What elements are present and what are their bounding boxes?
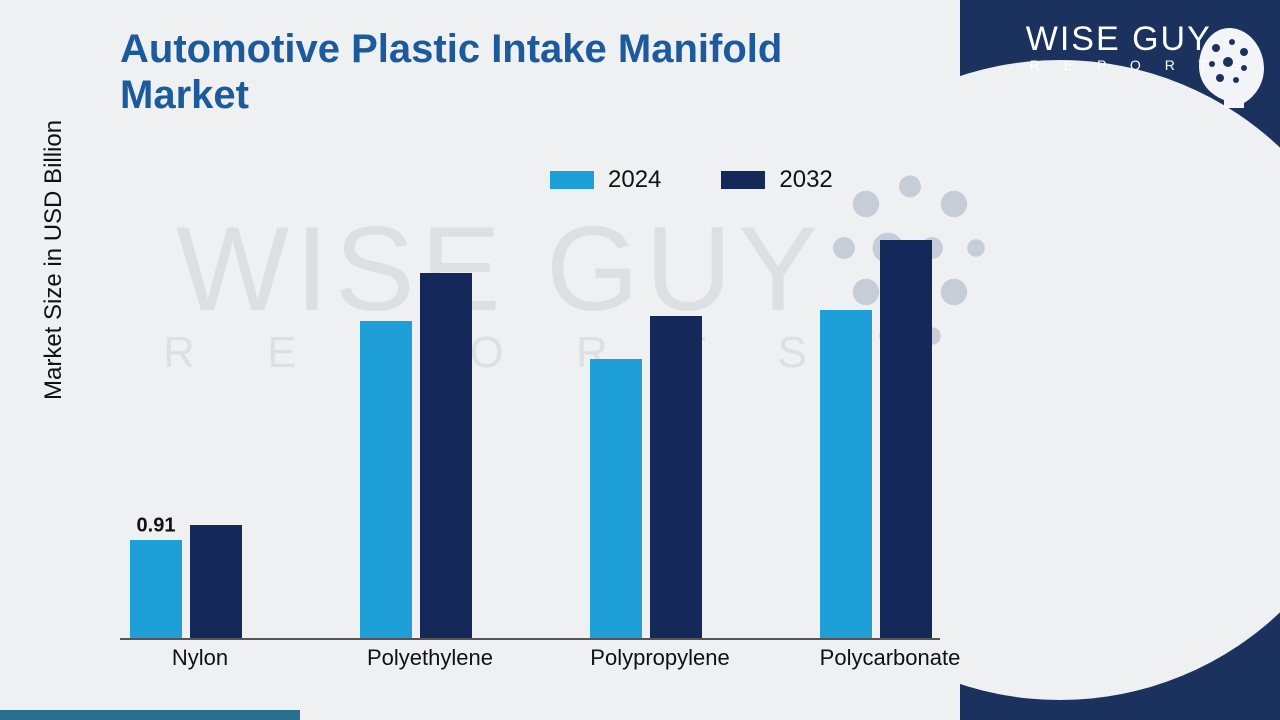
legend-swatch-2032 — [721, 171, 765, 189]
bar-2024 — [590, 359, 642, 639]
chart-canvas: WISE GUY R E P O R T S WISE GUY R E P O … — [0, 0, 1280, 720]
legend-swatch-2024 — [550, 171, 594, 189]
y-axis-label: Market Size in USD Billion — [40, 120, 68, 400]
bar-2032 — [420, 273, 472, 639]
bar-value-label: 0.91 — [130, 515, 182, 538]
legend-label-2032: 2032 — [779, 166, 832, 194]
legend-item-2024: 2024 — [550, 166, 661, 194]
x-axis-category-label: Polyethylene — [350, 640, 510, 670]
x-axis-category-label: Polypropylene — [580, 640, 740, 670]
legend-label-2024: 2024 — [608, 166, 661, 194]
legend-item-2032: 2032 — [721, 166, 832, 194]
x-axis-category-label: Nylon — [120, 640, 280, 670]
chart-title: Automotive Plastic Intake Manifold Marke… — [120, 26, 860, 118]
bar-2024 — [360, 321, 412, 638]
bar-2024 — [820, 310, 872, 638]
logo-head-icon — [1194, 28, 1264, 108]
bar-2032 — [650, 316, 702, 639]
x-axis-category-label: Polycarbonate — [810, 640, 970, 670]
plot-area: 0.91NylonPolyethylenePolypropylenePolyca… — [120, 210, 940, 640]
legend: 2024 2032 — [550, 166, 833, 194]
bottom-accent-bar — [0, 710, 300, 720]
bar-2032 — [190, 525, 242, 638]
bar-2032 — [880, 240, 932, 638]
bar-2024: 0.91 — [130, 540, 182, 638]
